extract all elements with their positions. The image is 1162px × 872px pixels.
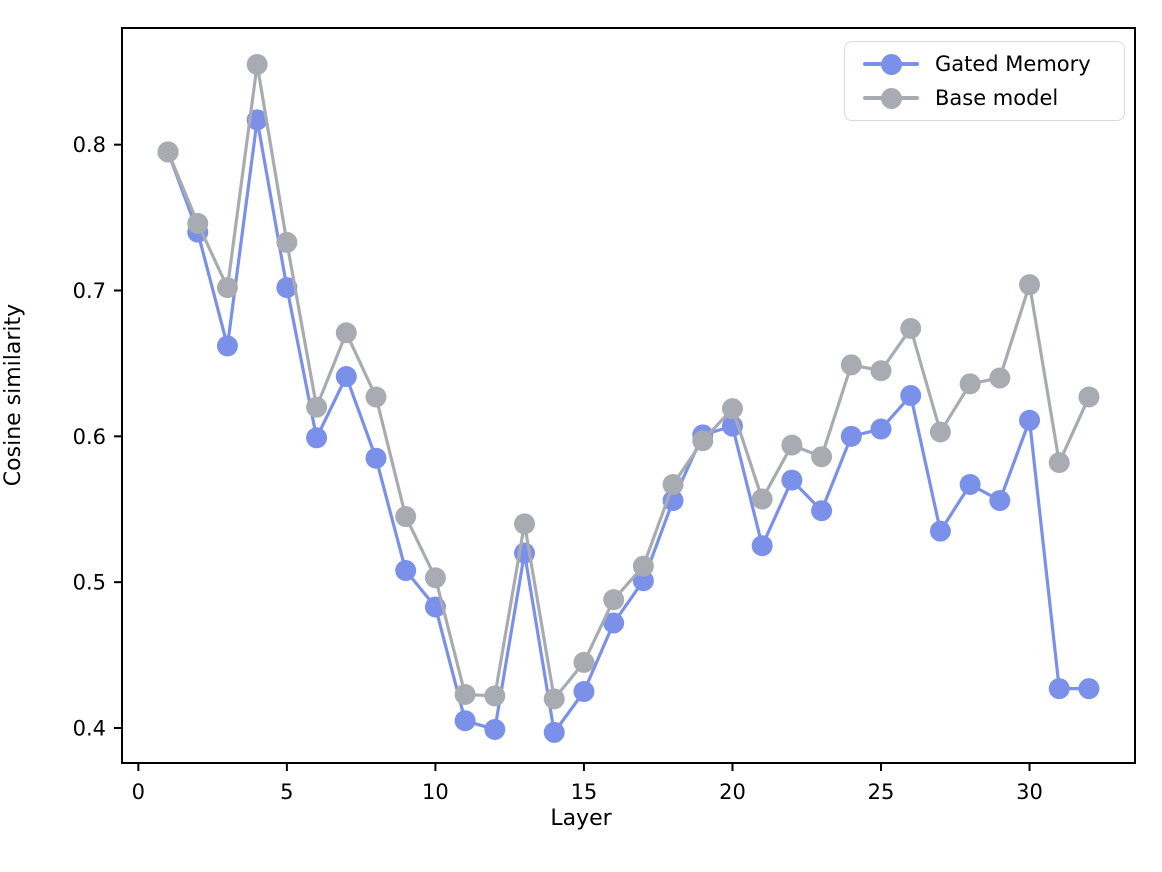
x-tick-label: 5 — [280, 780, 293, 804]
legend-item-base-model: Base model — [863, 83, 1110, 113]
data-point-marker — [306, 396, 328, 418]
data-point-marker — [246, 53, 268, 75]
legend-item-gated-memory: Gated Memory — [863, 49, 1110, 79]
data-point-marker — [751, 488, 773, 510]
data-point-marker — [632, 570, 654, 592]
data-point-marker — [900, 385, 922, 406]
y-tick-label: 0.8 — [73, 133, 106, 157]
data-point-marker — [989, 490, 1011, 511]
x-tick-label: 25 — [868, 780, 895, 804]
data-point-marker — [603, 589, 625, 611]
data-point-marker — [187, 212, 209, 234]
data-point-marker — [306, 427, 328, 449]
data-point-marker — [276, 277, 298, 299]
data-point-marker — [603, 612, 625, 634]
axes-spines — [121, 27, 1136, 764]
data-point-marker — [840, 425, 862, 447]
x-tick-label: 15 — [571, 780, 598, 804]
data-point-marker — [395, 506, 417, 528]
data-point-marker — [929, 421, 951, 443]
data-point-marker — [1078, 678, 1100, 700]
data-point-marker — [484, 718, 506, 740]
data-point-marker — [573, 651, 595, 673]
data-point-marker — [454, 710, 476, 732]
data-point-marker — [395, 560, 417, 581]
x-axis-label: Layer — [550, 806, 612, 831]
data-point-marker — [157, 141, 179, 163]
data-point-marker — [573, 681, 595, 703]
data-point-marker — [632, 555, 654, 577]
data-point-marker — [662, 473, 684, 495]
data-point-marker — [454, 683, 476, 705]
x-tick-label: 10 — [422, 780, 449, 804]
data-point-marker — [989, 367, 1011, 389]
data-point-marker — [1019, 274, 1041, 296]
data-point-marker — [721, 398, 743, 420]
base-model-line-marker-icon — [863, 87, 919, 109]
y-tick-label: 0.5 — [73, 571, 106, 595]
data-point-marker — [1019, 409, 1041, 431]
data-point-marker — [1048, 452, 1070, 474]
legend-label-gated-memory: Gated Memory — [935, 52, 1091, 76]
data-point-marker — [811, 446, 833, 468]
data-point-marker — [1048, 678, 1070, 700]
data-point-marker — [514, 513, 536, 535]
data-point-marker — [424, 567, 446, 589]
series-line-1 — [166, 62, 1091, 701]
data-point-marker — [870, 418, 892, 440]
data-point-marker — [811, 500, 833, 522]
y-tick-label: 0.7 — [73, 279, 106, 303]
data-point-marker — [335, 366, 357, 388]
data-point-marker — [216, 277, 238, 299]
data-point-marker — [781, 434, 803, 456]
data-point-marker — [543, 688, 565, 710]
data-point-marker — [781, 469, 803, 491]
gated-memory-line-marker-icon — [863, 53, 919, 75]
data-point-marker — [959, 373, 981, 395]
x-tick-label: 0 — [132, 780, 145, 804]
y-tick-label: 0.4 — [73, 717, 106, 741]
data-point-marker — [959, 473, 981, 495]
data-point-marker — [335, 322, 357, 344]
legend-label-base-model: Base model — [935, 86, 1059, 110]
legend: Gated Memory Base model — [844, 41, 1125, 121]
data-point-marker — [276, 231, 298, 253]
data-point-marker — [840, 354, 862, 376]
data-point-marker — [484, 685, 506, 707]
x-tick-label: 30 — [1016, 780, 1043, 804]
data-point-marker — [929, 520, 951, 542]
data-point-marker — [900, 317, 922, 339]
x-tick-label: 20 — [719, 780, 746, 804]
data-point-marker — [751, 535, 773, 557]
data-point-marker — [216, 335, 238, 357]
y-axis-label: Cosine similarity — [1, 303, 26, 487]
data-point-marker — [1078, 386, 1100, 408]
data-point-marker — [870, 360, 892, 382]
series-line-0 — [166, 118, 1091, 734]
data-point-marker — [543, 721, 565, 743]
data-point-marker — [365, 386, 387, 408]
y-tick-label: 0.6 — [73, 425, 106, 449]
data-point-marker — [692, 430, 714, 452]
data-point-marker — [365, 447, 387, 469]
